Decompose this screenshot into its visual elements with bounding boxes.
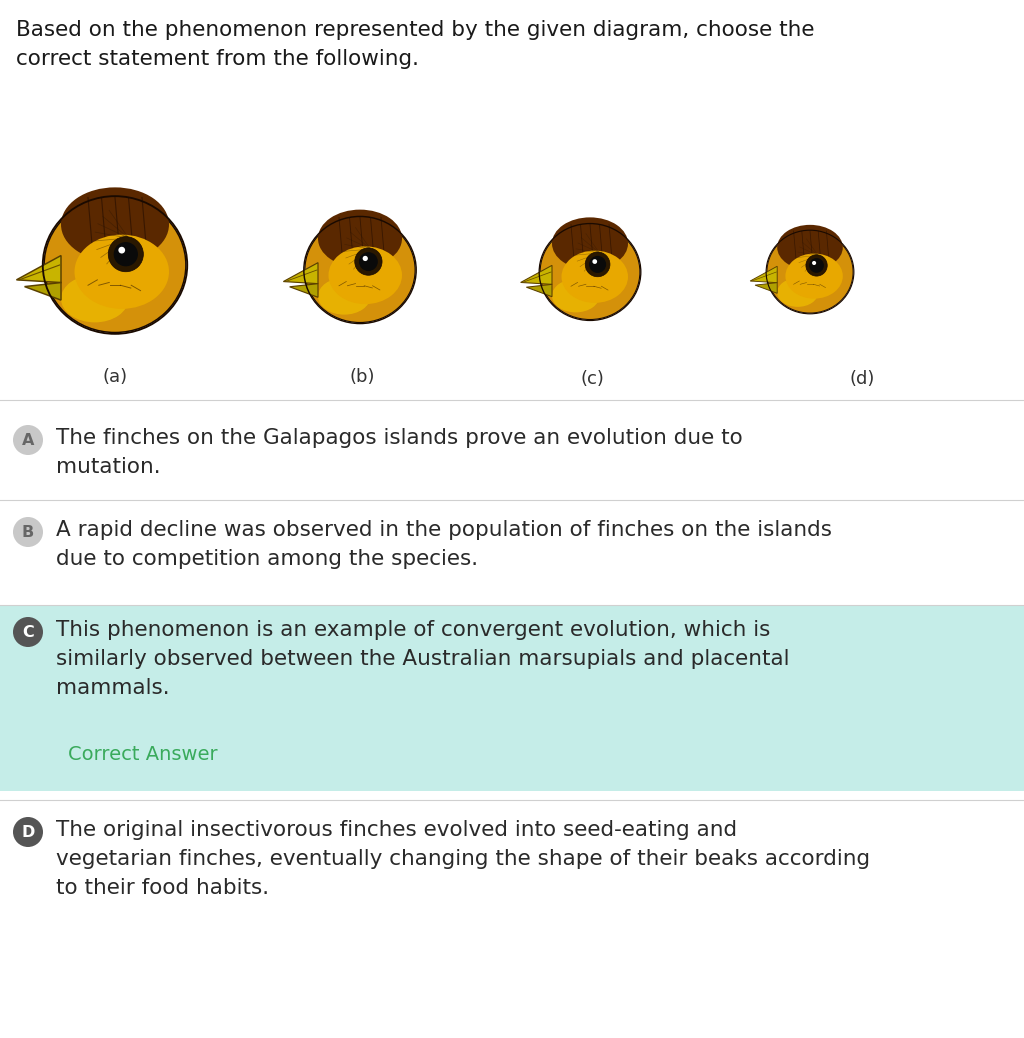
Circle shape	[589, 255, 606, 273]
Circle shape	[13, 425, 43, 455]
Polygon shape	[25, 282, 61, 300]
Ellipse shape	[61, 275, 128, 323]
Text: D: D	[22, 825, 35, 840]
Text: (b): (b)	[349, 368, 375, 386]
Ellipse shape	[777, 278, 818, 307]
Ellipse shape	[540, 224, 640, 320]
Text: A rapid decline was observed in the population of finches on the islands
due to : A rapid decline was observed in the popu…	[56, 520, 831, 569]
Circle shape	[13, 817, 43, 847]
Circle shape	[809, 258, 824, 273]
Polygon shape	[16, 255, 61, 282]
Text: (d): (d)	[849, 370, 874, 388]
Text: The finches on the Galapagos islands prove an evolution due to
mutation.: The finches on the Galapagos islands pro…	[56, 428, 742, 476]
Circle shape	[13, 617, 43, 647]
Polygon shape	[284, 263, 318, 283]
Ellipse shape	[318, 210, 402, 268]
Circle shape	[359, 252, 378, 271]
Circle shape	[109, 237, 143, 272]
Text: This phenomenon is an example of convergent evolution, which is
similarly observ: This phenomenon is an example of converg…	[56, 620, 790, 698]
Text: B: B	[22, 525, 34, 540]
Ellipse shape	[767, 231, 853, 313]
Circle shape	[812, 261, 816, 265]
Polygon shape	[290, 283, 318, 297]
FancyBboxPatch shape	[0, 606, 1024, 791]
Ellipse shape	[318, 278, 371, 315]
Circle shape	[354, 248, 382, 275]
Text: A: A	[22, 433, 34, 448]
Ellipse shape	[44, 197, 186, 332]
Polygon shape	[751, 267, 777, 282]
Polygon shape	[755, 282, 777, 294]
Text: (c): (c)	[580, 370, 604, 388]
Ellipse shape	[75, 235, 169, 309]
Circle shape	[806, 254, 827, 276]
Ellipse shape	[61, 188, 169, 262]
Text: Correct Answer: Correct Answer	[68, 745, 218, 764]
Circle shape	[119, 247, 125, 253]
Circle shape	[114, 242, 138, 267]
Circle shape	[13, 517, 43, 547]
Ellipse shape	[785, 253, 843, 299]
Text: C: C	[23, 625, 34, 640]
Circle shape	[592, 260, 597, 264]
Ellipse shape	[329, 246, 402, 304]
Ellipse shape	[561, 250, 628, 303]
Circle shape	[362, 255, 368, 262]
Text: The original insectivorous finches evolved into seed-eating and
vegetarian finch: The original insectivorous finches evolv…	[56, 820, 870, 898]
Ellipse shape	[552, 217, 628, 270]
Polygon shape	[520, 266, 552, 284]
Text: Based on the phenomenon represented by the given diagram, choose the
correct sta: Based on the phenomenon represented by t…	[16, 20, 814, 69]
Ellipse shape	[305, 218, 415, 323]
Text: (a): (a)	[102, 368, 128, 386]
Ellipse shape	[552, 279, 599, 312]
Circle shape	[586, 252, 610, 277]
Ellipse shape	[777, 225, 843, 270]
Polygon shape	[526, 284, 552, 297]
